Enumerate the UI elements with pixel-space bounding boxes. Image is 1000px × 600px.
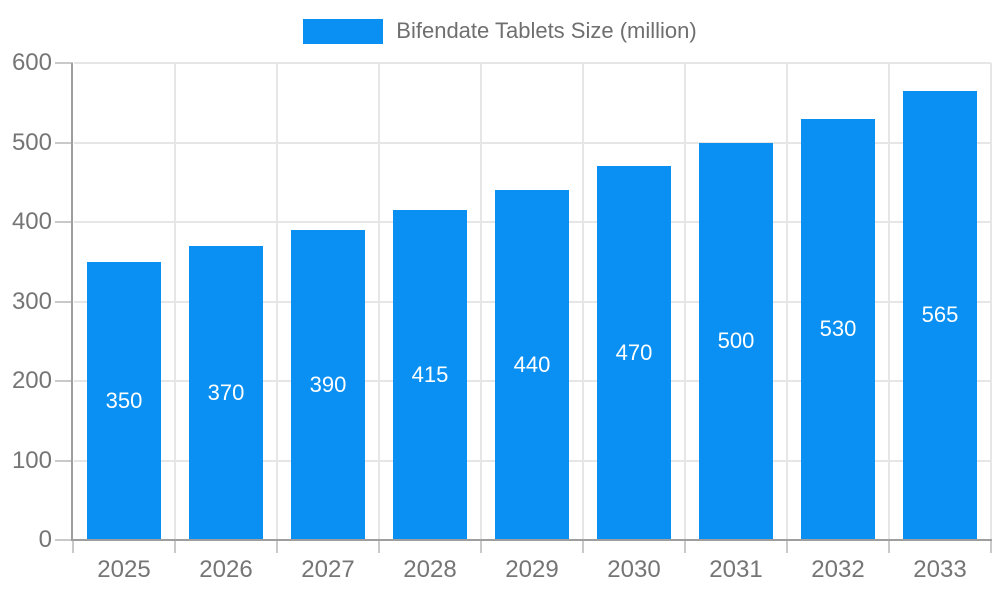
- gridline-horizontal: [74, 141, 991, 144]
- legend-label: Bifendate Tablets Size (million): [396, 18, 697, 43]
- x-axis-tick: [888, 540, 890, 553]
- bar-2028[interactable]: [393, 210, 467, 540]
- y-tick-label: 100: [11, 446, 52, 474]
- legend-swatch: [303, 18, 384, 44]
- bar-value-label: 500: [717, 328, 755, 354]
- y-tick-label: 500: [11, 128, 52, 156]
- y-tick-label: 400: [11, 208, 52, 235]
- y-axis-line: [71, 63, 73, 540]
- bar-value-label: 350: [105, 387, 143, 413]
- x-axis-tick: [684, 540, 686, 553]
- bar-2026[interactable]: [189, 245, 263, 540]
- x-tick-label: 2033: [913, 556, 967, 583]
- x-axis-tick: [990, 540, 992, 553]
- gridline-vertical: [276, 63, 278, 540]
- bar-value-label: 415: [411, 362, 449, 388]
- x-axis-tick: [72, 540, 74, 553]
- legend[interactable]: Bifendate Tablets Size (million): [0, 18, 1000, 44]
- y-axis-tick: [55, 539, 73, 541]
- bar-2027[interactable]: [291, 229, 365, 540]
- bar-value-label: 565: [921, 302, 959, 328]
- x-tick-label: 2032: [811, 556, 865, 583]
- y-axis-tick: [55, 380, 73, 382]
- x-tick-label: 2027: [301, 556, 355, 583]
- x-axis-tick: [786, 540, 788, 553]
- bar-2033[interactable]: [903, 90, 977, 540]
- gridline-vertical: [174, 63, 176, 540]
- x-axis-tick: [582, 540, 584, 553]
- bar-2030[interactable]: [597, 166, 671, 540]
- bar-2031[interactable]: [699, 142, 773, 540]
- gridline-vertical: [990, 63, 992, 540]
- x-axis-tick: [276, 540, 278, 553]
- y-tick-label: 600: [11, 49, 52, 76]
- gridline-vertical: [480, 63, 482, 540]
- bar-value-label: 390: [309, 371, 347, 397]
- x-tick-label: 2031: [709, 556, 763, 583]
- gridline-vertical: [786, 63, 788, 540]
- x-axis-line: [71, 539, 992, 541]
- x-tick-label: 2025: [97, 556, 151, 583]
- x-tick-label: 2026: [199, 556, 253, 583]
- y-tick-label: 200: [11, 367, 52, 394]
- x-tick-label: 2030: [607, 556, 661, 583]
- y-axis-tick: [55, 221, 73, 223]
- x-axis-tick: [174, 540, 176, 553]
- y-axis-tick: [55, 62, 73, 64]
- y-tick-label: 0: [38, 526, 52, 553]
- x-axis-tick: [480, 540, 482, 553]
- x-tick-label: 2029: [505, 556, 559, 583]
- y-axis-tick: [55, 459, 73, 462]
- x-axis-tick: [378, 540, 380, 553]
- gridline-vertical: [684, 63, 686, 540]
- bar-2032[interactable]: [801, 118, 875, 540]
- gridline-vertical: [582, 63, 584, 540]
- x-tick-label: 2028: [403, 556, 457, 583]
- y-axis-tick: [55, 141, 73, 144]
- gridline-vertical: [378, 63, 380, 540]
- bar-2029[interactable]: [495, 190, 569, 540]
- bar-value-label: 370: [207, 379, 245, 405]
- bar-value-label: 440: [513, 352, 551, 378]
- y-tick-label: 300: [11, 287, 52, 315]
- bar-value-label: 530: [819, 316, 857, 342]
- y-axis-tick: [55, 300, 73, 303]
- bar-2025[interactable]: [87, 261, 161, 540]
- gridline-vertical: [888, 63, 890, 540]
- gridline-horizontal: [74, 62, 991, 64]
- bar-value-label: 470: [615, 340, 653, 366]
